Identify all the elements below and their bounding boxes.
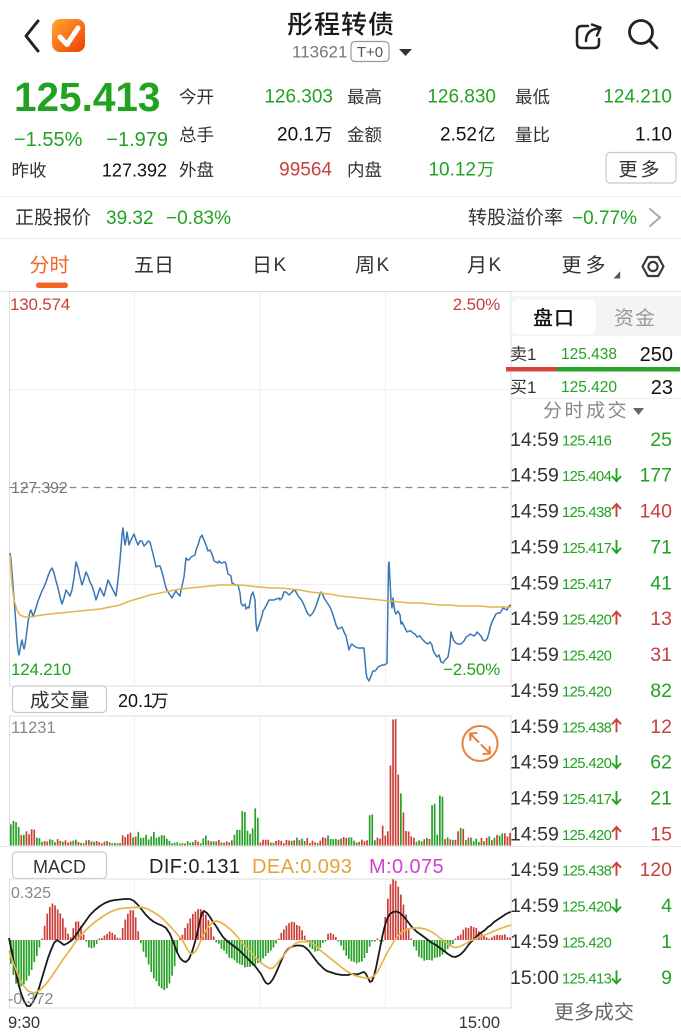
svg-text:31: 31 (650, 644, 672, 666)
svg-text:14:59: 14:59 (510, 644, 559, 666)
svg-text:125.420: 125.420 (562, 900, 612, 916)
svg-text:1: 1 (527, 378, 536, 397)
svg-text:1: 1 (661, 931, 672, 953)
svg-text:125.438: 125.438 (562, 720, 612, 736)
svg-text:K: K (274, 255, 287, 276)
svg-text:14:59: 14:59 (510, 752, 559, 774)
svg-text:125.420: 125.420 (561, 379, 617, 396)
svg-text:12: 12 (650, 716, 672, 738)
svg-text:DIF:0.131: DIF:0.131 (149, 856, 240, 878)
svg-text:126.303: 126.303 (264, 87, 333, 108)
svg-text:125.420: 125.420 (562, 935, 612, 951)
svg-text:2.52: 2.52 (440, 125, 477, 146)
svg-text:14:59: 14:59 (510, 823, 559, 845)
svg-text:125.420: 125.420 (562, 828, 612, 844)
svg-text:62: 62 (650, 752, 672, 774)
svg-text:−0.83%: −0.83% (166, 208, 231, 229)
svg-text:DEA:0.093: DEA:0.093 (252, 856, 352, 878)
svg-text:120: 120 (639, 859, 672, 881)
svg-text:9:30: 9:30 (8, 1014, 40, 1032)
svg-text:2.50%: 2.50% (453, 295, 500, 314)
svg-text:−1.979: −1.979 (106, 129, 168, 151)
svg-text:177: 177 (639, 465, 672, 487)
svg-text:-0.372: -0.372 (8, 991, 53, 1008)
svg-text:23: 23 (651, 377, 673, 399)
svg-text:14:59: 14:59 (510, 429, 559, 451)
svg-text:K: K (377, 255, 390, 276)
svg-text:14:59: 14:59 (510, 680, 559, 702)
svg-text:41: 41 (650, 572, 672, 594)
svg-text:14:59: 14:59 (510, 572, 559, 594)
svg-text:125.413: 125.413 (562, 971, 612, 987)
svg-text:K: K (489, 255, 502, 276)
svg-text:124.210: 124.210 (603, 87, 672, 108)
svg-text:125.438: 125.438 (561, 346, 617, 363)
svg-text:125.420: 125.420 (562, 756, 612, 772)
svg-text:125.417: 125.417 (562, 792, 612, 808)
svg-text:125.420: 125.420 (562, 613, 612, 629)
svg-text:15: 15 (650, 823, 672, 845)
svg-text:126.830: 126.830 (427, 87, 496, 108)
svg-text:M:0.075: M:0.075 (369, 856, 444, 878)
svg-text:20.1: 20.1 (277, 125, 314, 146)
svg-text:250: 250 (640, 344, 673, 366)
svg-text:113621: 113621 (292, 43, 347, 62)
svg-text:127.392: 127.392 (102, 161, 167, 181)
svg-text:−0.77%: −0.77% (572, 208, 637, 229)
svg-text:1.10: 1.10 (635, 125, 672, 146)
svg-text:25: 25 (650, 429, 672, 451)
svg-text:125.420: 125.420 (562, 649, 612, 665)
svg-text:39.32: 39.32 (106, 208, 154, 229)
svg-text:125.438: 125.438 (562, 505, 612, 521)
svg-text:21: 21 (650, 788, 672, 810)
svg-text:130.574: 130.574 (10, 295, 70, 314)
svg-text:14:59: 14:59 (510, 608, 559, 630)
svg-text:127.392: 127.392 (11, 480, 68, 497)
svg-text:125.438: 125.438 (562, 864, 612, 880)
svg-text:14:59: 14:59 (510, 716, 559, 738)
svg-text:125.417: 125.417 (562, 541, 612, 557)
svg-text:13: 13 (650, 608, 672, 630)
svg-text:14:59: 14:59 (510, 931, 559, 953)
svg-text:−1.55%: −1.55% (14, 129, 83, 151)
svg-text:4: 4 (661, 895, 672, 917)
svg-text:20.1: 20.1 (118, 691, 153, 711)
svg-text:125.416: 125.416 (562, 433, 612, 449)
svg-text:0.325: 0.325 (11, 885, 51, 902)
svg-text:99564: 99564 (279, 160, 332, 181)
svg-text:15:00: 15:00 (510, 967, 559, 989)
svg-text:14:59: 14:59 (510, 501, 559, 523)
svg-text:14:59: 14:59 (510, 859, 559, 881)
svg-text:124.210: 124.210 (11, 660, 71, 679)
svg-text:14:59: 14:59 (510, 788, 559, 810)
svg-text:14:59: 14:59 (510, 536, 559, 558)
svg-text:15:00: 15:00 (459, 1014, 500, 1032)
svg-text:82: 82 (650, 680, 672, 702)
svg-text:71: 71 (650, 536, 672, 558)
svg-text:−2.50%: −2.50% (443, 660, 500, 679)
svg-text:11231: 11231 (11, 719, 56, 737)
svg-text:9: 9 (661, 967, 672, 989)
svg-text:14:59: 14:59 (510, 895, 559, 917)
svg-text:125.413: 125.413 (14, 74, 160, 120)
svg-text:125.404: 125.404 (562, 469, 612, 485)
svg-text:125.420: 125.420 (562, 684, 612, 700)
svg-text:1: 1 (527, 345, 536, 364)
svg-text:T+0: T+0 (357, 44, 383, 61)
svg-text:125.417: 125.417 (562, 577, 612, 593)
svg-text:14:59: 14:59 (510, 465, 559, 487)
svg-text:140: 140 (639, 501, 672, 523)
svg-text:10.12: 10.12 (428, 160, 476, 181)
svg-text:MACD: MACD (33, 857, 86, 877)
